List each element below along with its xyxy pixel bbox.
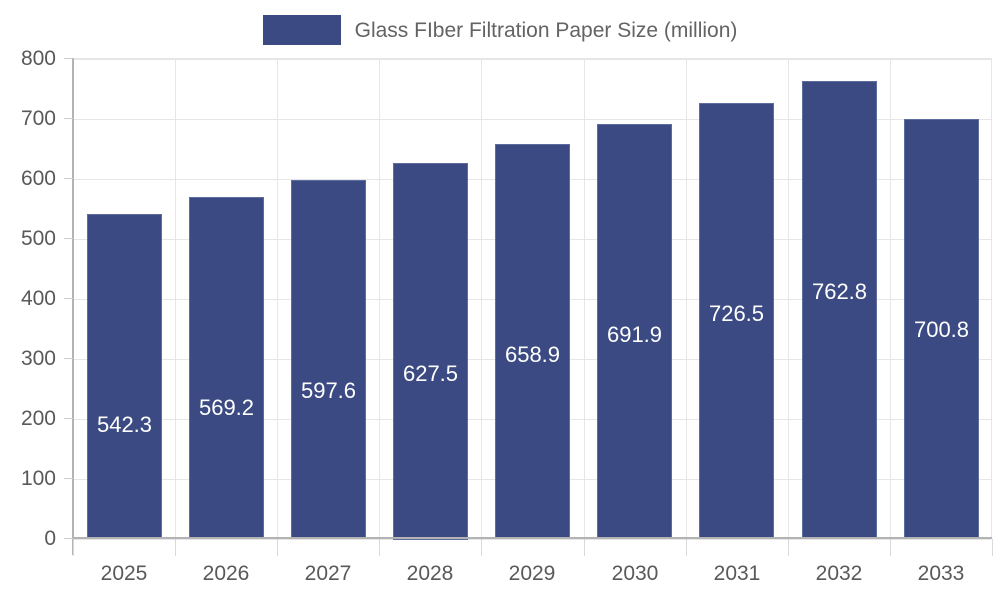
y-axis-tick-mark [64,358,73,359]
y-axis-tick-label: 100 [20,467,56,490]
y-axis-tick-mark [64,478,73,479]
bar-value-label: 627.5 [402,361,459,386]
bar-value-label: 597.6 [300,378,357,403]
gridline-vertical [686,59,687,538]
bar[interactable] [699,103,774,539]
bar[interactable] [597,124,672,539]
gridline-vertical [890,59,891,538]
x-axis-tick-label: 2029 [508,562,556,585]
gridline-vertical [481,59,482,538]
x-axis-tick-label: 2025 [100,562,148,585]
bar[interactable] [87,214,162,539]
chart-legend: Glass FIber Filtration Paper Size (milli… [0,10,1000,50]
x-axis-tick-label: 2031 [713,562,761,585]
x-axis-tick-label: 2028 [406,562,454,585]
x-axis-tick-mark [992,539,993,556]
gridline-vertical [788,59,789,538]
x-axis-tick-mark [584,539,585,556]
bar[interactable] [904,119,979,539]
x-axis-tick-mark [277,539,278,556]
legend-item-label: Glass FIber Filtration Paper Size (milli… [354,18,738,42]
bar[interactable] [802,81,877,539]
x-axis-tick-label: 2030 [611,562,659,585]
y-axis-tick-mark [64,538,73,539]
x-axis-tick-mark [686,539,687,556]
y-axis-tick-mark [64,178,73,179]
x-axis-tick-label: 2027 [304,562,352,585]
x-axis-tick-mark [890,539,891,556]
bar-value-label: 691.9 [606,322,663,347]
bar-value-label: 542.3 [96,412,153,437]
y-axis-tick-label: 200 [20,407,56,430]
y-axis-tick-label: 700 [20,107,56,130]
plot-area: 542.3 569.2 597.6 627.5 658.9 691.9 726.5 762.8… [73,58,992,540]
gridline-vertical [175,59,176,538]
y-axis-tick-mark [64,298,73,299]
gridline-vertical [277,59,278,538]
x-axis-tick-mark [379,539,380,556]
x-axis-line [73,537,992,539]
gridline-vertical [584,59,585,538]
bar-value-label: 762.8 [811,279,868,304]
gridline-vertical [379,59,380,538]
y-axis-tick-mark [64,238,73,239]
bar[interactable] [495,144,570,539]
y-axis-tick-label: 400 [20,287,56,310]
legend-item-series-1[interactable]: Glass FIber Filtration Paper Size (milli… [262,15,738,45]
y-axis-tick-label: 0 [44,527,56,550]
y-axis-tick-label: 800 [20,47,56,70]
gridline-horizontal [73,539,991,540]
x-axis-tick-label: 2033 [917,562,965,585]
y-axis-tick-mark [64,418,73,419]
y-axis-tick-label: 600 [20,167,56,190]
bar-value-label: 726.5 [708,301,765,326]
bar-value-label: 700.8 [913,317,970,342]
x-axis-tick-label: 2026 [202,562,250,585]
bar-value-label: 658.9 [504,342,561,367]
legend-swatch-icon [262,15,341,45]
bar-value-label: 569.2 [198,395,255,420]
bar[interactable] [291,180,366,539]
x-axis-tick-mark [788,539,789,556]
y-axis-tick-mark [64,118,73,119]
y-axis-tick-label: 500 [20,227,56,250]
bar[interactable] [393,163,468,540]
x-axis-tick-mark [73,539,74,556]
y-axis-tick-mark [64,58,73,59]
bar[interactable] [189,197,264,539]
x-axis-tick-label: 2032 [815,562,863,585]
x-axis-tick-mark [481,539,482,556]
gridline-horizontal [73,59,991,60]
x-axis-tick-mark [175,539,176,556]
y-axis-tick-label: 300 [20,347,56,370]
y-axis-line [72,58,74,555]
